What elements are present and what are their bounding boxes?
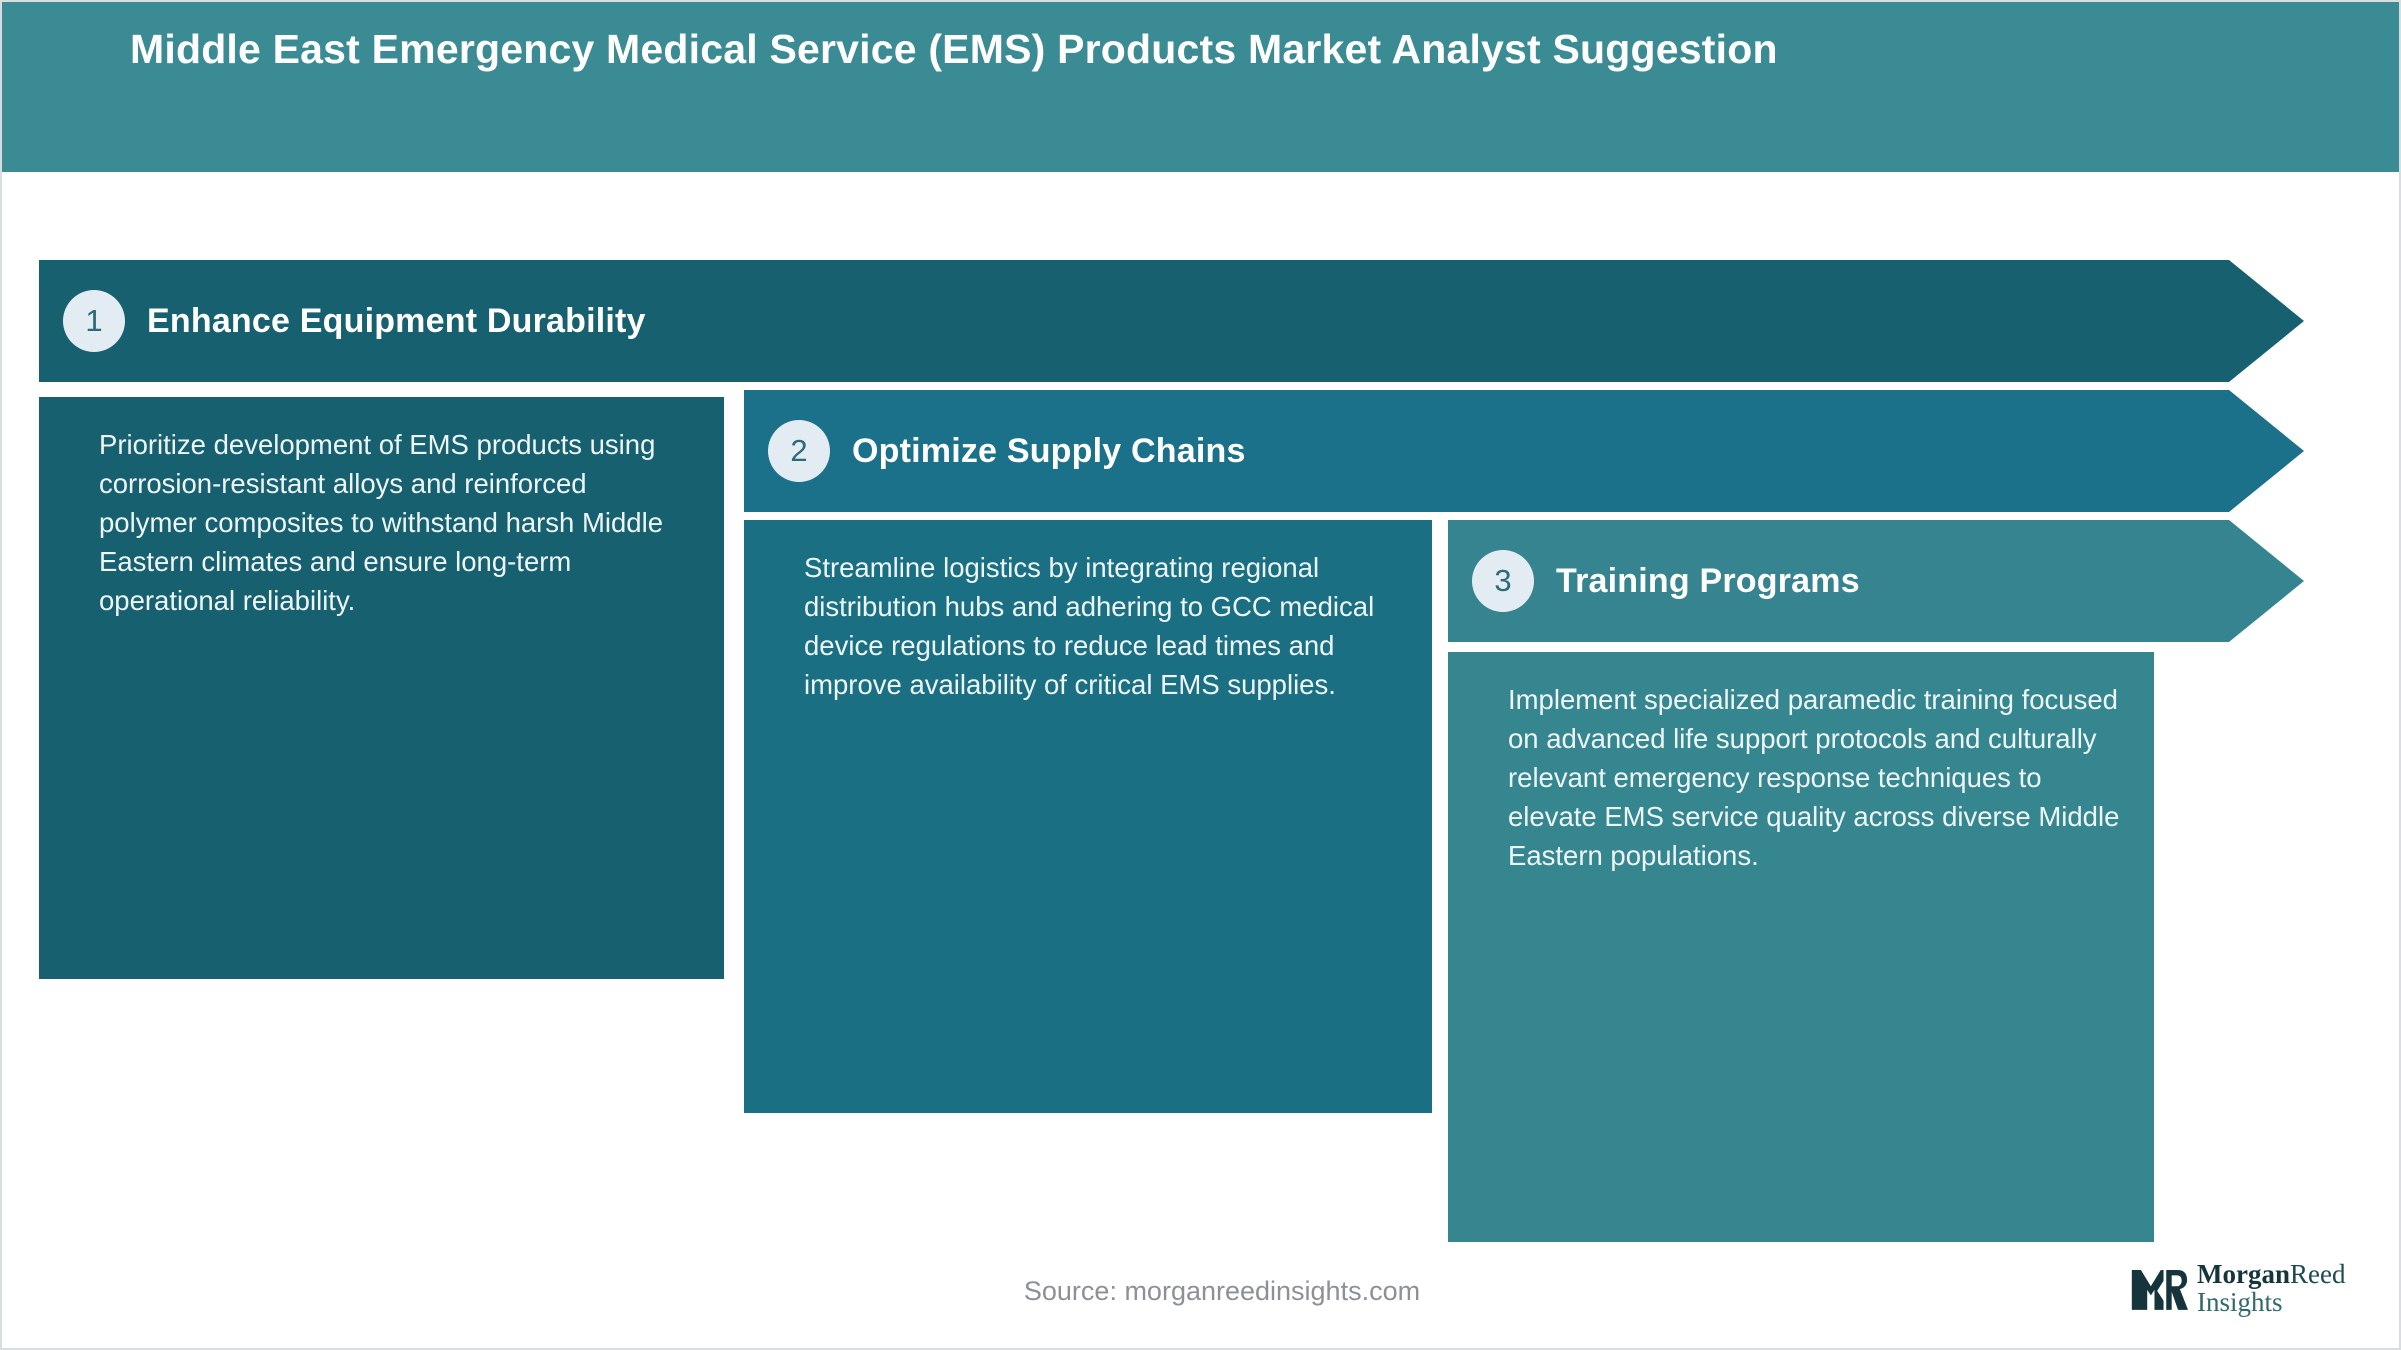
step-title-2: Optimize Supply Chains (852, 431, 1246, 470)
step-number-1: 1 (85, 303, 103, 338)
step-card-3: Implement specialized paramedic training… (1448, 652, 2154, 1242)
step-card-1: Prioritize development of EMS products u… (39, 397, 724, 979)
step-row-2: 2 Optimize Supply Chains (744, 390, 2304, 512)
step-badge-1: 1 (63, 290, 125, 352)
arrow-head-icon-3 (2154, 520, 2304, 642)
step-title-1: Enhance Equipment Durability (147, 301, 646, 340)
source-label: Source: morganreedinsights.com (1023, 1276, 1421, 1306)
logo-word-primary: Morgan (2197, 1259, 2290, 1290)
page-title: Middle East Emergency Medical Service (E… (130, 26, 1778, 72)
step-row-3: 3 Training Programs (1448, 520, 2304, 642)
step-title-3: Training Programs (1556, 561, 1860, 600)
step-number-3: 3 (1494, 563, 1512, 598)
step-row-1: 1 Enhance Equipment Durability (39, 260, 2304, 382)
step-bar-2[interactable]: 2 Optimize Supply Chains (744, 390, 2154, 512)
header-banner: Middle East Emergency Medical Service (E… (2, 2, 2399, 172)
logo-wordmark: MorganReed Insights (2197, 1259, 2346, 1317)
step-number-2: 2 (790, 433, 808, 468)
mr-monogram-icon (2130, 1266, 2188, 1312)
arrow-head-icon-2 (2154, 390, 2304, 512)
arrow-head-icon-1 (2154, 260, 2304, 382)
step-bar-3[interactable]: 3 Training Programs (1448, 520, 2154, 642)
step-card-2: Streamline logistics by integrating regi… (744, 520, 1432, 1113)
step-body-1: Prioritize development of EMS products u… (99, 429, 664, 617)
step-badge-3: 3 (1472, 550, 1534, 612)
logo-word-secondary: Reed (2289, 1259, 2346, 1290)
step-badge-2: 2 (768, 420, 830, 482)
brand-logo: MorganReed Insights (2130, 1258, 2360, 1320)
step-body-3: Implement specialized paramedic training… (1508, 684, 2120, 872)
logo-word-tagline: Insights (2197, 1287, 2283, 1317)
step-bar-1[interactable]: 1 Enhance Equipment Durability (39, 260, 2154, 382)
step-body-2: Streamline logistics by integrating regi… (804, 552, 1375, 701)
